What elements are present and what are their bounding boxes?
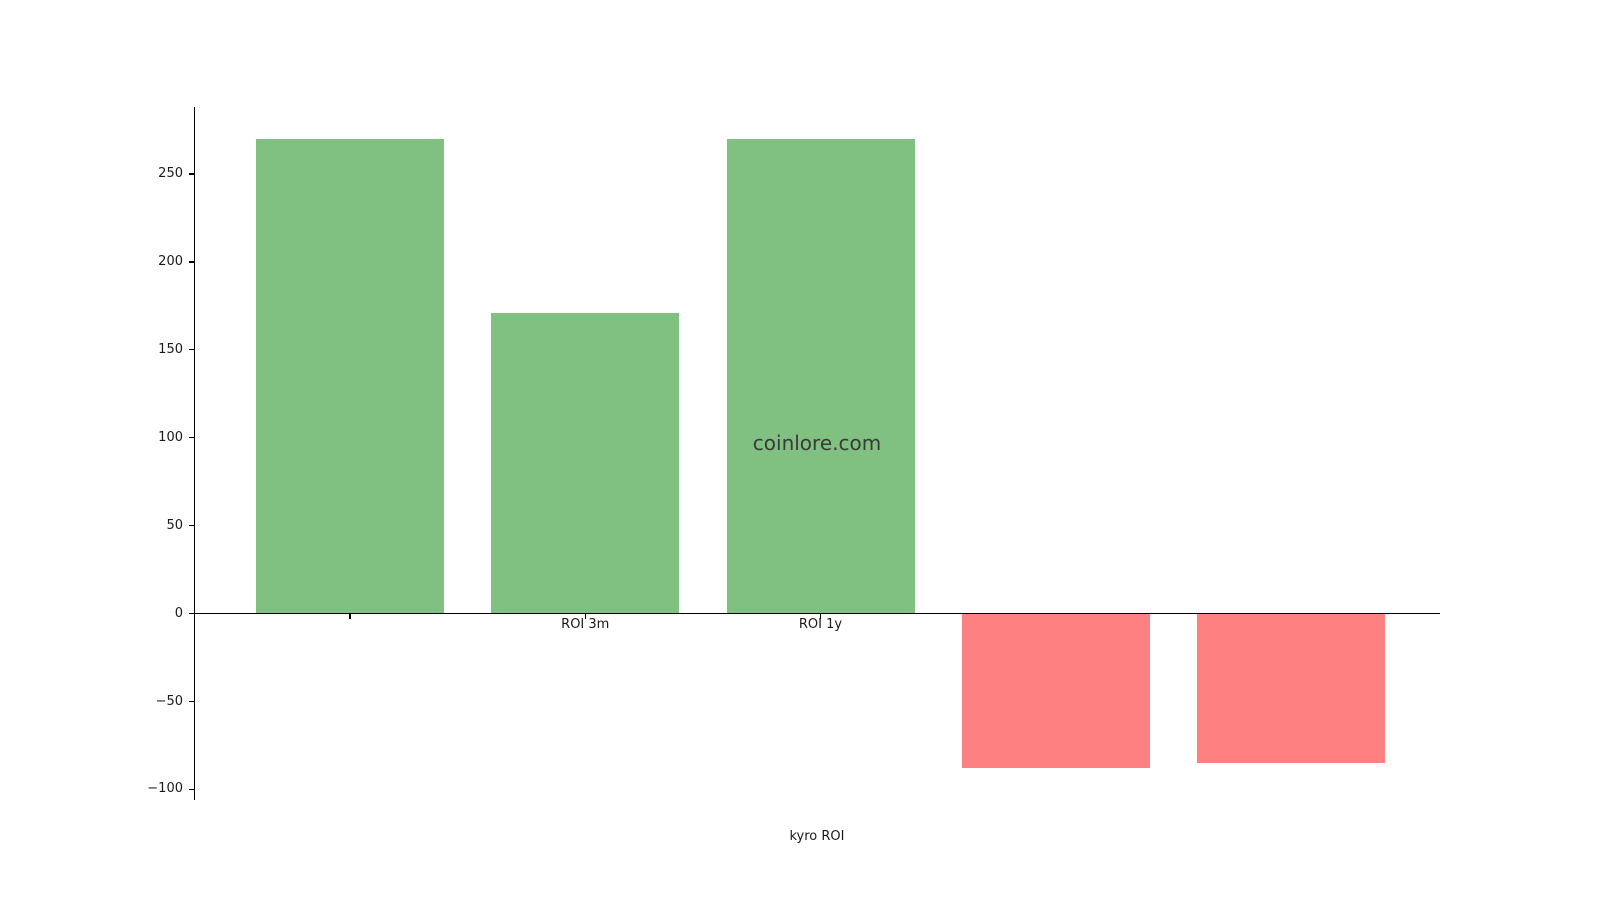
y-tick-label-0: 0 [174,605,183,621]
bar-index-3 [961,613,1150,769]
y-tick-label-−100: −100 [147,781,183,797]
y-tick-label-−50: −50 [155,693,183,709]
plot-area: 250 200 150 100 50 0 −50 −100 ROI 3m ROI 1y [147,107,1440,800]
bar-roi-3m [491,312,680,614]
bar-roi-1y [726,138,915,614]
y-tick-label-250: 250 [158,165,183,181]
y-tick-mark-100 [188,436,194,439]
watermark: coinlore.com [752,431,882,455]
y-tick-label-150: 150 [158,341,183,357]
x-axis-zero-line [195,612,1440,615]
x-tick-label-roi-3m: ROI 3m [561,616,610,632]
y-tick-label-50: 50 [166,517,183,533]
y-tick-mark-0 [188,612,194,615]
y-tick-label-200: 200 [158,253,183,269]
y-tick-label-100: 100 [158,429,183,445]
x-tick-mark-0 [349,613,351,619]
y-tick-mark-50 [188,524,194,527]
x-tick-mark-2 [819,613,822,619]
bar-index-0 [256,138,444,614]
x-tick-label-roi-1y: ROI 1y [798,616,843,632]
chart-title: kyro ROI [789,829,845,844]
y-tick-mark-−100 [188,788,194,791]
bar-index-4 [1197,613,1385,764]
y-tick-mark-−50 [188,700,194,703]
y-tick-mark-150 [188,348,194,351]
x-tick-mark-1 [584,613,586,619]
y-axis-spine [193,107,195,800]
y-tick-mark-200 [188,261,194,263]
y-tick-mark-250 [188,173,194,175]
